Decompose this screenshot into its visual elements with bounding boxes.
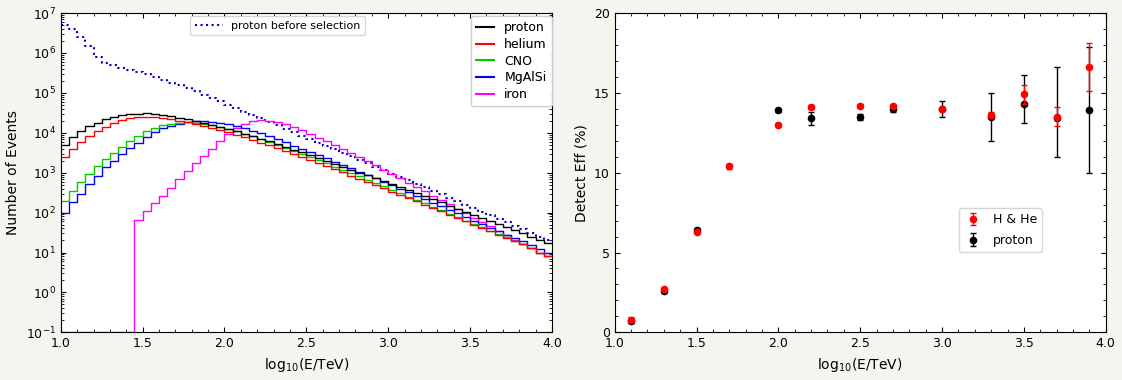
iron (528, 250, 542, 255)
proton before selection (185, 89, 199, 93)
proton before selection (160, 78, 174, 82)
helium (398, 193, 412, 197)
MgAlSi (160, 126, 174, 130)
helium (193, 121, 206, 126)
proton (193, 119, 206, 123)
iron (447, 202, 460, 207)
proton before selection (324, 147, 338, 152)
Line: MgAlSi: MgAlSi (61, 121, 552, 253)
CNO (545, 254, 559, 259)
X-axis label: log$_{10}$(E/TeV): log$_{10}$(E/TeV) (264, 356, 349, 374)
CNO (537, 254, 551, 259)
Legend: H & He, proton: H & He, proton (959, 208, 1042, 252)
iron (332, 143, 346, 147)
MgAlSi (545, 250, 559, 255)
proton (537, 241, 551, 245)
helium (545, 254, 559, 259)
MgAlSi (528, 247, 542, 252)
proton before selection (528, 231, 542, 235)
proton (545, 241, 559, 245)
iron (160, 194, 174, 198)
helium (447, 212, 460, 217)
Line: helium: helium (61, 117, 552, 256)
CNO (332, 164, 346, 169)
proton before selection (439, 196, 452, 200)
CNO (193, 120, 206, 125)
MgAlSi (537, 250, 551, 255)
helium (537, 254, 551, 259)
CNO (447, 211, 460, 216)
proton (332, 162, 346, 166)
iron (398, 176, 412, 180)
helium (136, 114, 149, 119)
helium (54, 155, 67, 159)
Legend: proton, helium, CNO, MgAlSi, iron: proton, helium, CNO, MgAlSi, iron (470, 16, 552, 106)
helium (160, 117, 174, 121)
proton before selection (537, 238, 551, 243)
helium (332, 167, 346, 171)
proton (136, 111, 149, 116)
MgAlSi (54, 210, 67, 215)
proton (528, 238, 542, 242)
CNO (528, 250, 542, 255)
Line: CNO: CNO (61, 122, 552, 256)
CNO (160, 123, 174, 127)
MgAlSi (185, 119, 199, 124)
iron (185, 161, 199, 166)
MgAlSi (193, 119, 206, 124)
Line: iron: iron (61, 120, 552, 332)
proton (54, 142, 67, 147)
proton (398, 185, 412, 190)
MgAlSi (332, 159, 346, 164)
proton before selection (54, 23, 67, 27)
Line: proton: proton (61, 114, 552, 243)
iron (54, 330, 67, 335)
proton before selection (545, 238, 559, 243)
Line: proton before selection: proton before selection (61, 25, 552, 241)
iron (250, 118, 264, 123)
MgAlSi (447, 208, 460, 212)
Y-axis label: Number of Events: Number of Events (7, 110, 20, 235)
X-axis label: log$_{10}$(E/TeV): log$_{10}$(E/TeV) (818, 356, 903, 374)
CNO (177, 120, 191, 124)
proton before selection (389, 175, 403, 179)
CNO (398, 191, 412, 195)
iron (545, 254, 559, 259)
MgAlSi (398, 187, 412, 191)
proton (447, 203, 460, 208)
helium (528, 250, 542, 255)
CNO (54, 198, 67, 203)
Y-axis label: Detect Eff (%): Detect Eff (%) (574, 124, 588, 222)
proton (160, 114, 174, 119)
